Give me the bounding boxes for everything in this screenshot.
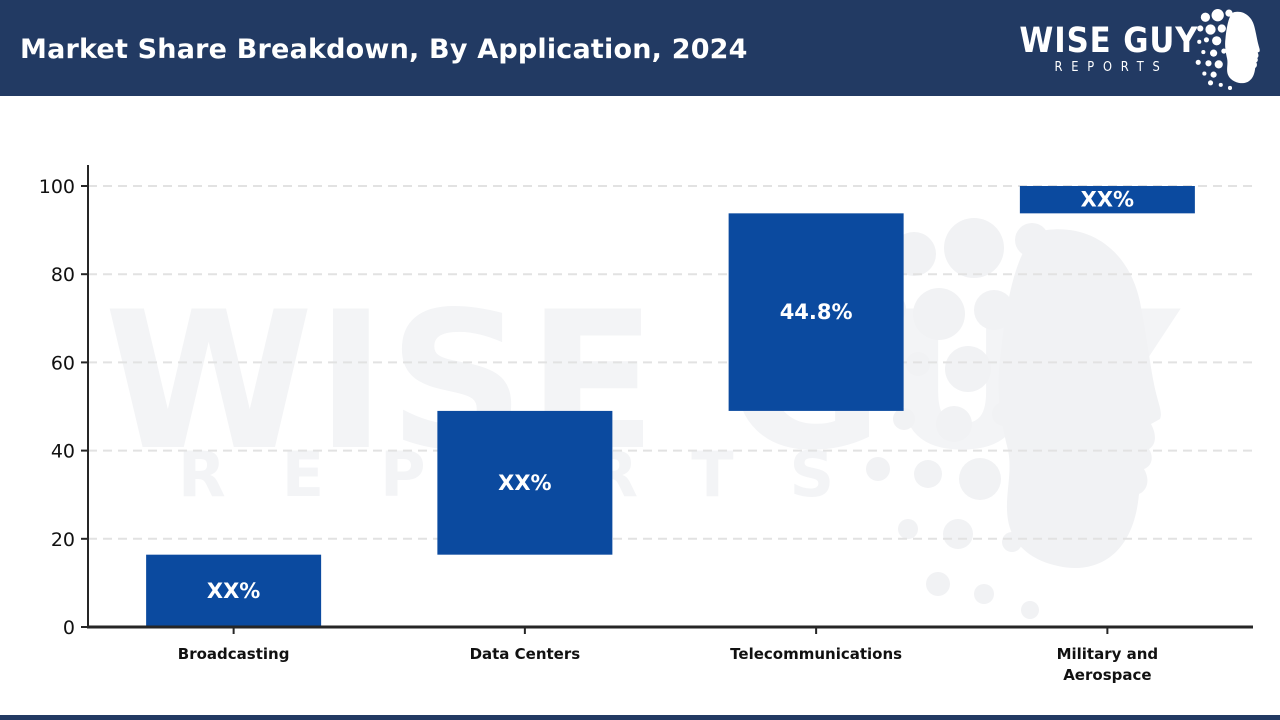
bar-broadcasting — [146, 554, 322, 627]
bar-value-label: XX% — [1081, 188, 1134, 212]
wise-guy-logo: WISE GUY REPORTS — [995, 8, 1266, 90]
x-category-label: Data Centers — [470, 645, 581, 663]
bar-military-and-aerospace — [1019, 186, 1195, 214]
page-title: Market Share Breakdown, By Application, … — [20, 34, 748, 65]
logo-text: WISE GUY REPORTS — [1019, 23, 1198, 76]
y-tick-label: 0 — [63, 617, 75, 639]
watermark-face-icon — [866, 218, 1161, 619]
y-tick-label: 80 — [51, 264, 75, 286]
bar-value-label: XX% — [207, 579, 260, 603]
header-bar: Market Share Breakdown, By Application, … — [0, 0, 1280, 96]
x-category-label: Telecommunications — [730, 645, 902, 663]
y-tick-label: 100 — [39, 176, 75, 198]
bar-data-centers — [437, 410, 613, 555]
logo-wiseguy-text: WISE GUY — [1018, 20, 1198, 61]
y-tick-label: 20 — [51, 529, 75, 551]
x-category-label: Aerospace — [1063, 666, 1151, 684]
logo-reports-text: REPORTS — [1054, 59, 1169, 75]
y-tick-label: 40 — [51, 441, 75, 463]
bar-value-label: XX% — [498, 471, 551, 495]
footer-bar — [0, 715, 1280, 720]
x-category-label: Broadcasting — [178, 645, 290, 663]
bar-value-label: 44.8% — [780, 300, 853, 324]
y-tick-label: 60 — [51, 352, 75, 374]
x-category-label: Military and — [1057, 645, 1159, 663]
logo-face-icon — [1195, 9, 1260, 90]
bar-telecommunications — [728, 213, 904, 411]
